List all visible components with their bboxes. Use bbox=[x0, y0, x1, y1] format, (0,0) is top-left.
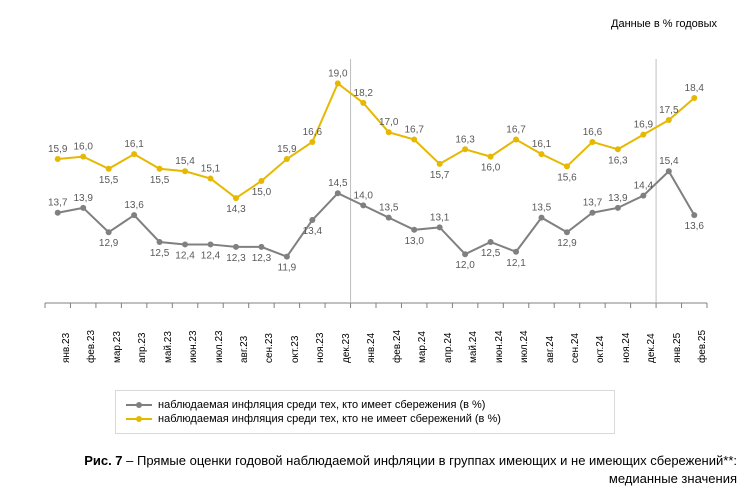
x-tick-label: дек.24 bbox=[646, 333, 657, 363]
svg-text:16,1: 16,1 bbox=[124, 139, 144, 150]
page: Данные в % годовых 13,713,912,913,612,51… bbox=[0, 0, 747, 504]
legend-label: наблюдаемая инфляция среди тех, кто имее… bbox=[158, 399, 485, 411]
svg-text:17,5: 17,5 bbox=[659, 105, 679, 116]
x-tick-label: янв.24 bbox=[366, 333, 377, 363]
svg-text:16,0: 16,0 bbox=[481, 163, 501, 174]
x-tick-label: июл.24 bbox=[519, 330, 530, 363]
x-tick-label: май.23 bbox=[163, 331, 174, 363]
svg-text:18,2: 18,2 bbox=[354, 88, 374, 99]
x-tick-label: ноя.24 bbox=[621, 333, 632, 363]
svg-text:13,7: 13,7 bbox=[48, 198, 68, 209]
x-tick-label: окт.24 bbox=[595, 336, 606, 363]
svg-text:16,9: 16,9 bbox=[634, 120, 654, 131]
svg-text:15,9: 15,9 bbox=[48, 144, 68, 155]
x-tick-label: окт.23 bbox=[290, 336, 301, 363]
svg-text:11,9: 11,9 bbox=[278, 263, 297, 274]
svg-text:12,4: 12,4 bbox=[201, 250, 221, 261]
svg-text:12,5: 12,5 bbox=[150, 248, 170, 259]
svg-text:16,6: 16,6 bbox=[583, 127, 603, 138]
svg-text:13,1: 13,1 bbox=[430, 212, 450, 223]
svg-text:12,5: 12,5 bbox=[481, 248, 501, 259]
svg-text:15,5: 15,5 bbox=[99, 175, 119, 186]
svg-text:16,7: 16,7 bbox=[404, 125, 424, 136]
svg-text:12,3: 12,3 bbox=[226, 253, 246, 264]
svg-text:19,0: 19,0 bbox=[328, 68, 348, 79]
svg-text:15,1: 15,1 bbox=[201, 164, 221, 175]
svg-text:16,3: 16,3 bbox=[608, 155, 628, 166]
caption-rest: – Прямые оценки годовой наблюдаемой инфл… bbox=[123, 453, 737, 486]
x-tick-label: сен.23 bbox=[264, 333, 275, 363]
svg-text:16,1: 16,1 bbox=[532, 139, 552, 150]
svg-text:13,0: 13,0 bbox=[404, 236, 424, 247]
legend-item-without-savings: наблюдаемая инфляция среди тех, кто не и… bbox=[126, 413, 604, 425]
svg-text:17,0: 17,0 bbox=[379, 117, 399, 128]
svg-text:15,5: 15,5 bbox=[150, 175, 170, 186]
svg-text:15,7: 15,7 bbox=[430, 170, 450, 181]
svg-text:16,3: 16,3 bbox=[455, 134, 475, 145]
svg-text:13,9: 13,9 bbox=[608, 193, 628, 204]
svg-text:13,6: 13,6 bbox=[124, 200, 144, 211]
x-tick-label: янв.23 bbox=[61, 333, 72, 363]
line-chart: 13,7 13,9 12,9 13,6 12,5 12,4 12,4 12,3 12,3 11,9… bbox=[35, 55, 717, 315]
legend: наблюдаемая инфляция среди тех, кто имее… bbox=[115, 390, 615, 434]
legend-swatch-icon bbox=[126, 414, 152, 424]
svg-text:14,5: 14,5 bbox=[328, 178, 348, 189]
x-tick-label: май.24 bbox=[468, 331, 479, 363]
svg-text:12,4: 12,4 bbox=[175, 250, 195, 261]
svg-text:13,4: 13,4 bbox=[303, 226, 323, 237]
x-tick-label: июн.24 bbox=[494, 330, 505, 363]
x-tick-label: янв.25 bbox=[672, 333, 683, 363]
x-tick-label: апр.23 bbox=[137, 333, 148, 363]
svg-text:15,4: 15,4 bbox=[175, 156, 195, 167]
x-tick-label: мар.24 bbox=[417, 331, 428, 363]
x-tick-label: авг.23 bbox=[239, 336, 250, 363]
x-axis-labels: янв.23 фев.23 мар.23 апр.23 май.23 июн.23 июл.… bbox=[35, 315, 717, 395]
x-tick-label: июл.23 bbox=[214, 330, 225, 363]
x-tick-label: авг.24 bbox=[545, 336, 556, 363]
caption-bold: Рис. 7 bbox=[84, 453, 122, 468]
svg-text:18,4: 18,4 bbox=[685, 83, 705, 94]
svg-text:15,0: 15,0 bbox=[252, 187, 272, 198]
x-tick-label: ноя.23 bbox=[315, 333, 326, 363]
legend-label: наблюдаемая инфляция среди тех, кто не и… bbox=[158, 413, 501, 425]
svg-text:15,6: 15,6 bbox=[557, 172, 577, 183]
svg-text:15,9: 15,9 bbox=[277, 144, 297, 155]
figure-caption: Рис. 7 – Прямые оценки годовой наблюдаем… bbox=[35, 452, 737, 487]
svg-text:12,9: 12,9 bbox=[99, 238, 119, 249]
x-tick-label: апр.24 bbox=[443, 333, 454, 363]
x-tick-label: фев.24 bbox=[392, 330, 403, 363]
svg-text:13,6: 13,6 bbox=[685, 221, 705, 232]
svg-text:16,6: 16,6 bbox=[303, 127, 323, 138]
svg-text:14,3: 14,3 bbox=[226, 204, 246, 215]
svg-text:14,0: 14,0 bbox=[354, 190, 374, 201]
svg-text:13,5: 13,5 bbox=[532, 203, 552, 214]
svg-text:12,0: 12,0 bbox=[455, 260, 475, 271]
svg-text:12,1: 12,1 bbox=[506, 258, 526, 269]
x-tick-label: мар.23 bbox=[112, 331, 123, 363]
svg-text:12,3: 12,3 bbox=[252, 253, 272, 264]
svg-text:13,7: 13,7 bbox=[583, 198, 603, 209]
x-tick-label: дек.23 bbox=[341, 333, 352, 363]
x-tick-label: фев.25 bbox=[697, 330, 708, 363]
svg-text:14,4: 14,4 bbox=[634, 181, 654, 192]
svg-text:16,7: 16,7 bbox=[506, 125, 526, 136]
x-tick-label: июн.23 bbox=[188, 330, 199, 363]
x-tick-label: сен.24 bbox=[570, 333, 581, 363]
svg-text:13,9: 13,9 bbox=[73, 193, 93, 204]
svg-text:16,0: 16,0 bbox=[73, 142, 93, 153]
svg-text:13,5: 13,5 bbox=[379, 203, 399, 214]
legend-swatch-icon bbox=[126, 400, 152, 410]
legend-item-with-savings: наблюдаемая инфляция среди тех, кто имее… bbox=[126, 399, 604, 411]
unit-note: Данные в % годовых bbox=[611, 18, 717, 30]
svg-text:15,4: 15,4 bbox=[659, 156, 679, 167]
x-tick-label: фев.23 bbox=[86, 330, 97, 363]
svg-text:12,9: 12,9 bbox=[557, 238, 577, 249]
